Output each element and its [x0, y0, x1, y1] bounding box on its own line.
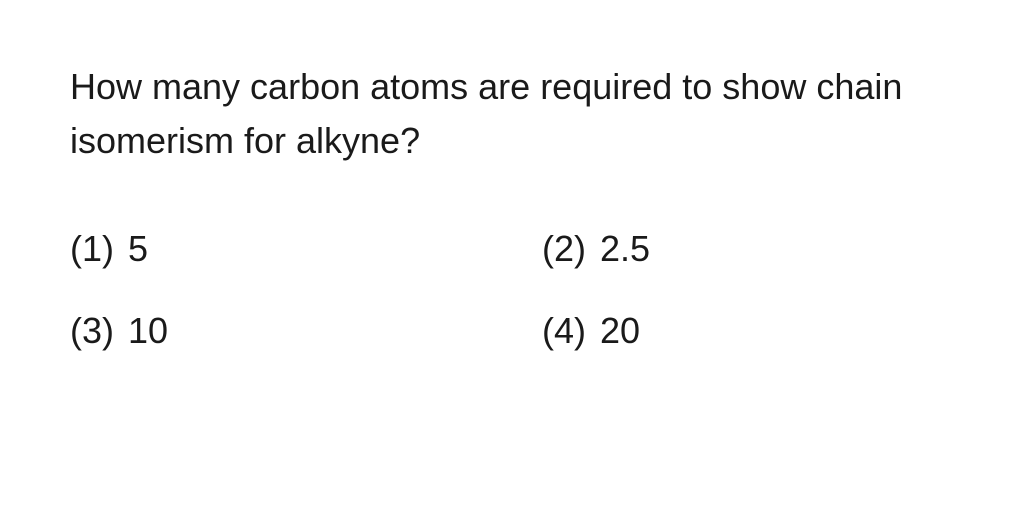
- option-value: 2.5: [600, 228, 650, 270]
- question-container: How many carbon atoms are required to sh…: [70, 60, 954, 352]
- option-value: 5: [128, 228, 148, 270]
- option-value: 20: [600, 310, 640, 352]
- option-3[interactable]: (3) 10: [70, 310, 482, 352]
- option-value: 10: [128, 310, 168, 352]
- option-number: (1): [70, 228, 114, 270]
- option-number: (4): [542, 310, 586, 352]
- option-number: (3): [70, 310, 114, 352]
- option-1[interactable]: (1) 5: [70, 228, 482, 270]
- option-number: (2): [542, 228, 586, 270]
- options-container: (1) 5 (2) 2.5 (3) 10 (4) 20: [70, 228, 954, 352]
- question-text: How many carbon atoms are required to sh…: [70, 60, 954, 168]
- option-4[interactable]: (4) 20: [542, 310, 954, 352]
- option-2[interactable]: (2) 2.5: [542, 228, 954, 270]
